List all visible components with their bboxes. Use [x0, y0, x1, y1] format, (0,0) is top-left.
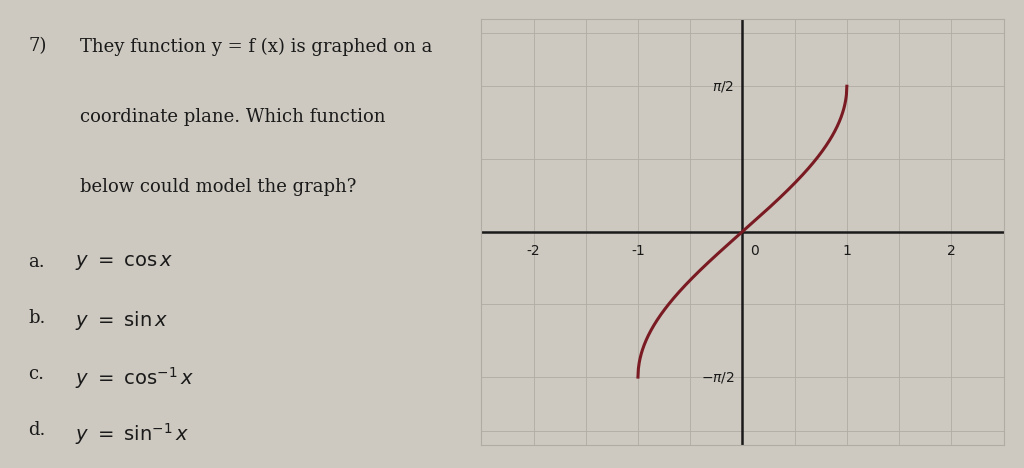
- Text: 2: 2: [947, 244, 955, 258]
- Text: $-\pi/2$: $-\pi/2$: [700, 370, 734, 385]
- Text: $y\ =\ \sin x$: $y\ =\ \sin x$: [76, 309, 169, 332]
- Text: $y\ =\ \cos x$: $y\ =\ \cos x$: [76, 253, 174, 272]
- Text: 7): 7): [29, 37, 47, 55]
- Text: 1: 1: [843, 244, 851, 258]
- Text: coordinate plane. Which function: coordinate plane. Which function: [80, 108, 386, 125]
- Text: d.: d.: [29, 421, 46, 439]
- Text: $\pi/2$: $\pi/2$: [712, 79, 734, 94]
- Text: They function y = f (x) is graphed on a: They function y = f (x) is graphed on a: [80, 37, 432, 56]
- Text: -1: -1: [631, 244, 645, 258]
- Text: $y\ =\ \cos^{-1} x$: $y\ =\ \cos^{-1} x$: [76, 365, 195, 391]
- Text: $y\ =\ \sin^{-1} x$: $y\ =\ \sin^{-1} x$: [76, 421, 189, 447]
- Text: below could model the graph?: below could model the graph?: [80, 178, 356, 196]
- Text: a.: a.: [29, 253, 45, 271]
- Text: c.: c.: [29, 365, 44, 383]
- Text: b.: b.: [29, 309, 46, 327]
- Text: -2: -2: [526, 244, 541, 258]
- Text: 0: 0: [750, 244, 759, 258]
